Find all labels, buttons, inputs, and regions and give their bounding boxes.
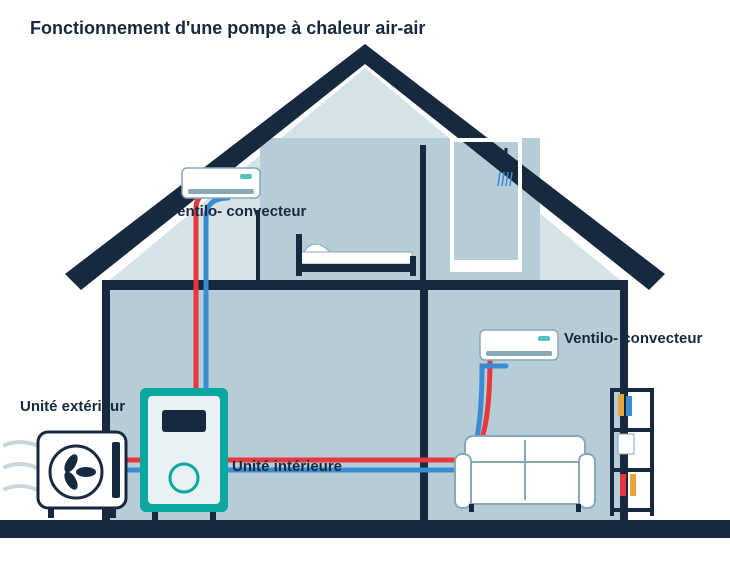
label-outdoor-unit: Unité extérieur <box>20 398 125 415</box>
label-fan-coil-top: Ventilo- convecteur <box>168 203 306 220</box>
diagram-canvas <box>0 0 730 565</box>
label-indoor-unit: Unité intérieure <box>232 458 342 475</box>
page-title: Fonctionnement d'une pompe à chaleur air… <box>30 18 425 39</box>
label-fan-coil-right: Ventilo- convecteur <box>564 330 702 347</box>
